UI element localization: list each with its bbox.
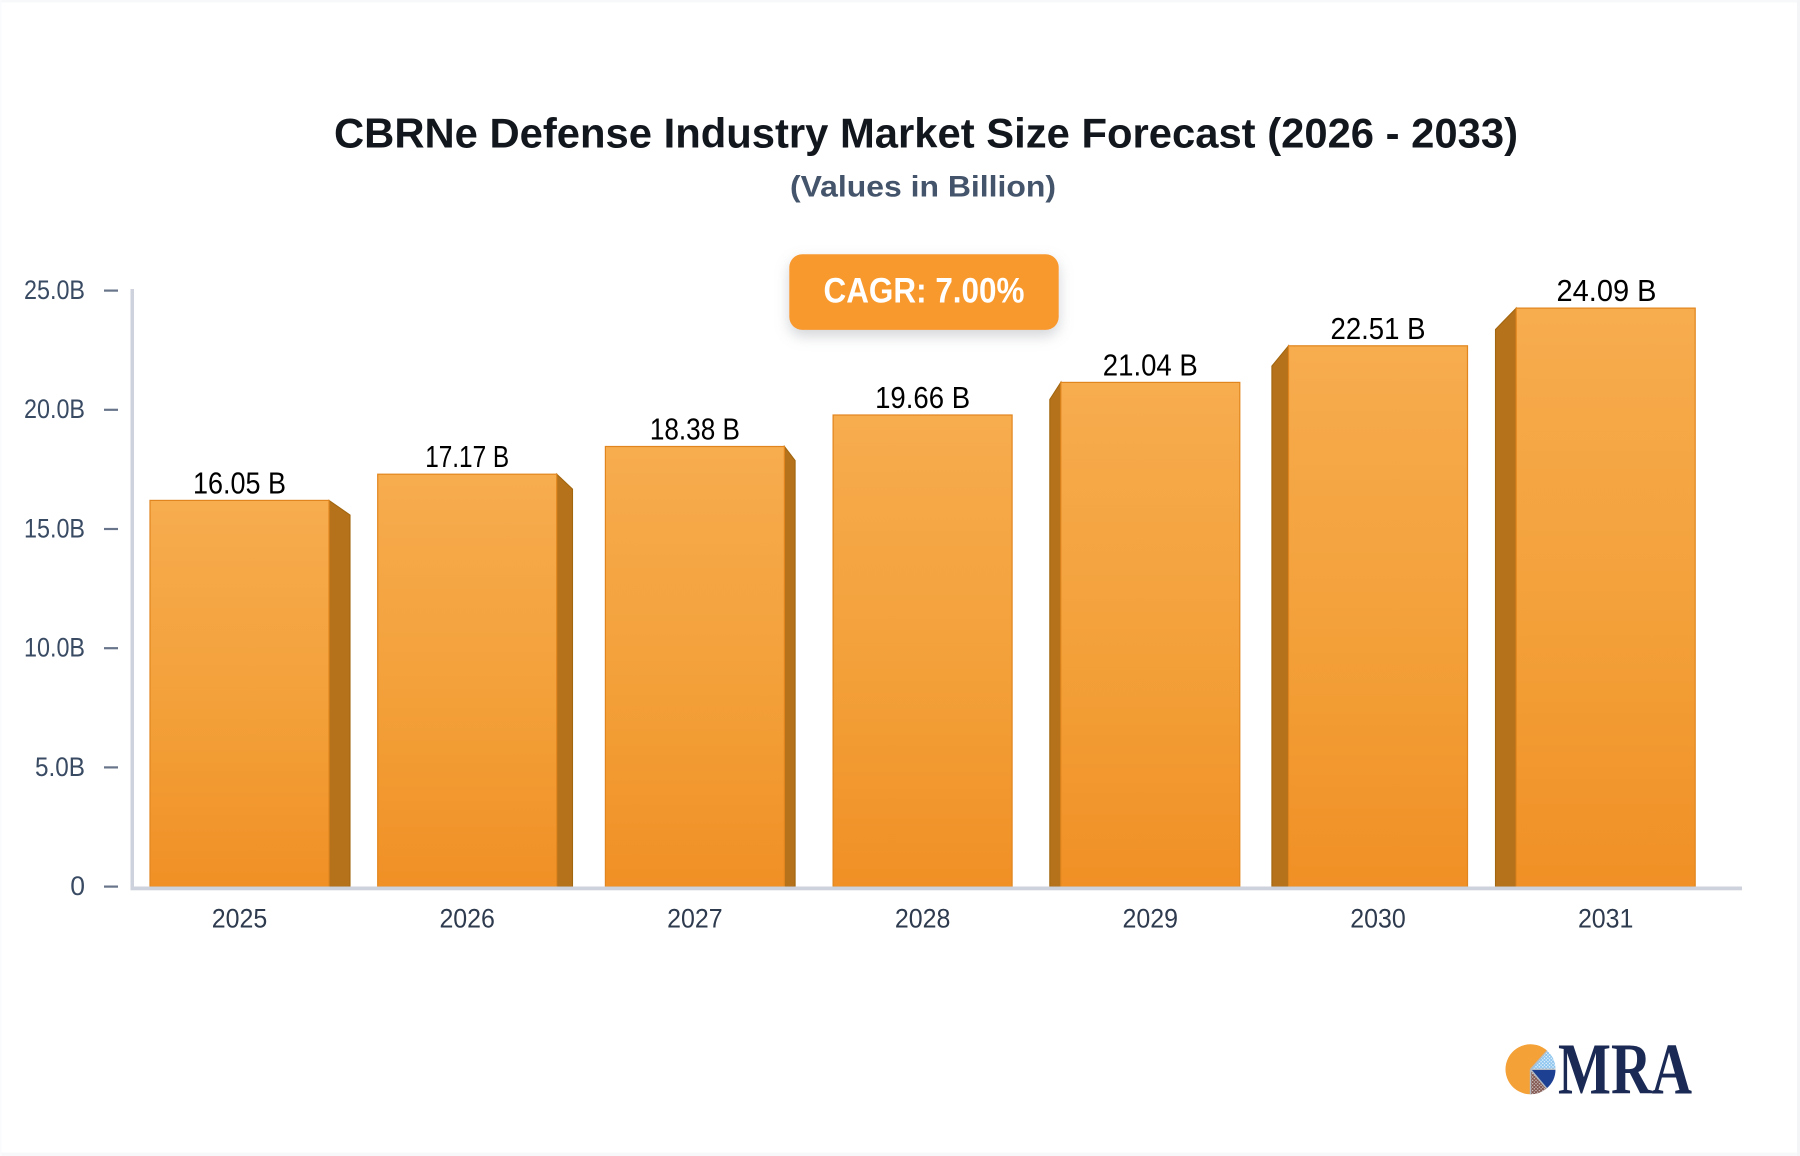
svg-text:CBRNe Defense Industry Market: CBRNe Defense Industry Market Size Forec… — [334, 110, 1518, 157]
svg-text:2025: 2025 — [212, 904, 268, 934]
svg-text:2030: 2030 — [1350, 904, 1406, 934]
svg-text:2027: 2027 — [667, 904, 723, 934]
svg-text:2028: 2028 — [895, 904, 951, 934]
svg-text:24.09 B: 24.09 B — [1557, 273, 1657, 308]
svg-text:25.0B: 25.0B — [24, 275, 85, 305]
svg-text:22.51 B: 22.51 B — [1331, 311, 1426, 346]
svg-text:10.0B: 10.0B — [24, 633, 85, 663]
svg-text:15.0B: 15.0B — [24, 513, 85, 543]
svg-text:5.0B: 5.0B — [35, 752, 85, 782]
svg-text:21.04 B: 21.04 B — [1103, 347, 1198, 382]
svg-text:2026: 2026 — [439, 904, 495, 934]
svg-text:18.38 B: 18.38 B — [650, 412, 740, 447]
svg-text:(Values in Billion): (Values in Billion) — [790, 170, 1056, 203]
svg-text:2029: 2029 — [1123, 904, 1179, 934]
svg-text:2031: 2031 — [1578, 904, 1634, 934]
svg-text:CAGR: 7.00%: CAGR: 7.00% — [824, 272, 1025, 311]
svg-text:20.0B: 20.0B — [24, 394, 85, 424]
svg-text:17.17 B: 17.17 B — [425, 439, 509, 474]
svg-text:19.66 B: 19.66 B — [875, 380, 970, 415]
svg-text:16.05 B: 16.05 B — [193, 465, 286, 500]
svg-text:0: 0 — [70, 871, 85, 901]
svg-text:MRA: MRA — [1558, 1028, 1692, 1109]
